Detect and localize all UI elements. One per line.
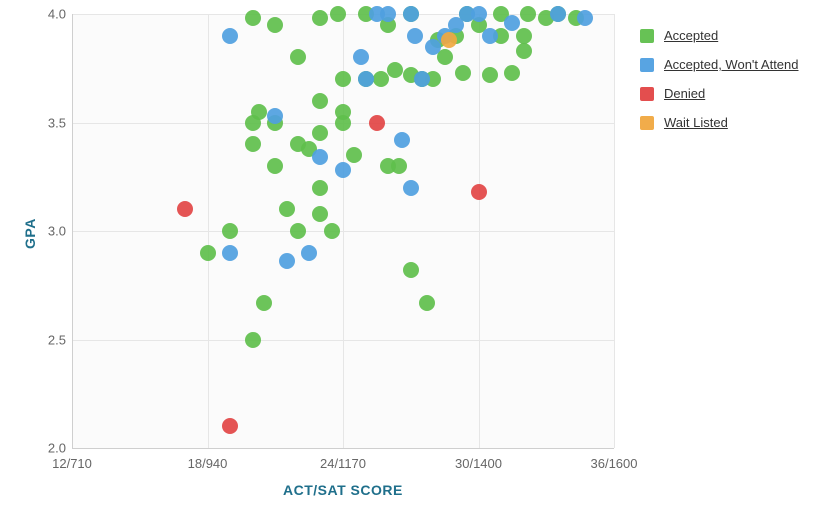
data-point[interactable] — [414, 71, 430, 87]
x-tick-label: 12/710 — [52, 456, 92, 471]
gridline-v — [614, 14, 615, 448]
x-axis-title: ACT/SAT SCORE — [283, 482, 403, 498]
data-point[interactable] — [222, 418, 238, 434]
legend-item[interactable]: Accepted, Won't Attend — [640, 57, 799, 72]
data-point[interactable] — [387, 62, 403, 78]
data-point[interactable] — [267, 108, 283, 124]
data-point[interactable] — [353, 49, 369, 65]
legend-swatch — [640, 29, 654, 43]
legend-label: Accepted, Won't Attend — [664, 57, 799, 72]
legend-item[interactable]: Wait Listed — [640, 115, 799, 130]
data-point[interactable] — [504, 65, 520, 81]
data-point[interactable] — [516, 28, 532, 44]
legend: Accepted Accepted, Won't Attend Denied Wait… — [640, 28, 799, 144]
data-point[interactable] — [222, 223, 238, 239]
data-point[interactable] — [256, 295, 272, 311]
x-axis-line — [72, 448, 614, 449]
data-point[interactable] — [312, 125, 328, 141]
data-point[interactable] — [245, 332, 261, 348]
data-point[interactable] — [222, 245, 238, 261]
data-point[interactable] — [482, 67, 498, 83]
y-axis-title: GPA — [22, 218, 38, 249]
legend-item[interactable]: Accepted — [640, 28, 799, 43]
data-point[interactable] — [394, 132, 410, 148]
legend-label: Wait Listed — [664, 115, 728, 130]
data-point[interactable] — [200, 245, 216, 261]
data-point[interactable] — [251, 104, 267, 120]
gridline-h — [72, 231, 614, 232]
legend-label: Denied — [664, 86, 705, 101]
data-point[interactable] — [455, 65, 471, 81]
data-point[interactable] — [279, 201, 295, 217]
data-point[interactable] — [267, 158, 283, 174]
x-tick-label: 30/1400 — [455, 456, 502, 471]
data-point[interactable] — [290, 49, 306, 65]
data-point[interactable] — [312, 93, 328, 109]
data-point[interactable] — [419, 295, 435, 311]
legend-label: Accepted — [664, 28, 718, 43]
data-point[interactable] — [520, 6, 536, 22]
data-point[interactable] — [369, 115, 385, 131]
data-point[interactable] — [380, 6, 396, 22]
data-point[interactable] — [358, 71, 374, 87]
legend-swatch — [640, 116, 654, 130]
data-point[interactable] — [312, 10, 328, 26]
y-tick-label: 3.0 — [42, 224, 66, 239]
data-point[interactable] — [504, 15, 520, 31]
data-point[interactable] — [301, 245, 317, 261]
data-point[interactable] — [471, 6, 487, 22]
data-point[interactable] — [407, 28, 423, 44]
data-point[interactable] — [245, 10, 261, 26]
scatter-plot — [72, 14, 614, 448]
data-point[interactable] — [577, 10, 593, 26]
data-point[interactable] — [335, 71, 351, 87]
data-point[interactable] — [335, 104, 351, 120]
data-point[interactable] — [403, 6, 419, 22]
data-point[interactable] — [391, 158, 407, 174]
data-point[interactable] — [324, 223, 340, 239]
data-point[interactable] — [516, 43, 532, 59]
y-axis-line — [72, 14, 73, 448]
y-tick-label: 2.5 — [42, 332, 66, 347]
data-point[interactable] — [177, 201, 193, 217]
data-point[interactable] — [312, 149, 328, 165]
y-tick-label: 4.0 — [42, 7, 66, 22]
data-point[interactable] — [222, 28, 238, 44]
x-tick-label: 36/1600 — [591, 456, 638, 471]
data-point[interactable] — [403, 180, 419, 196]
data-point[interactable] — [279, 253, 295, 269]
data-point[interactable] — [550, 6, 566, 22]
x-tick-label: 24/1170 — [320, 456, 366, 471]
y-tick-label: 2.0 — [42, 441, 66, 456]
data-point[interactable] — [441, 32, 457, 48]
data-point[interactable] — [312, 206, 328, 222]
data-point[interactable] — [330, 6, 346, 22]
legend-swatch — [640, 87, 654, 101]
data-point[interactable] — [471, 184, 487, 200]
data-point[interactable] — [403, 262, 419, 278]
legend-item[interactable]: Denied — [640, 86, 799, 101]
data-point[interactable] — [245, 136, 261, 152]
data-point[interactable] — [482, 28, 498, 44]
data-point[interactable] — [267, 17, 283, 33]
data-point[interactable] — [335, 162, 351, 178]
data-point[interactable] — [346, 147, 362, 163]
x-tick-label: 18/940 — [188, 456, 228, 471]
data-point[interactable] — [290, 223, 306, 239]
y-tick-label: 3.5 — [42, 115, 66, 130]
data-point[interactable] — [312, 180, 328, 196]
gridline-h — [72, 340, 614, 341]
legend-swatch — [640, 58, 654, 72]
